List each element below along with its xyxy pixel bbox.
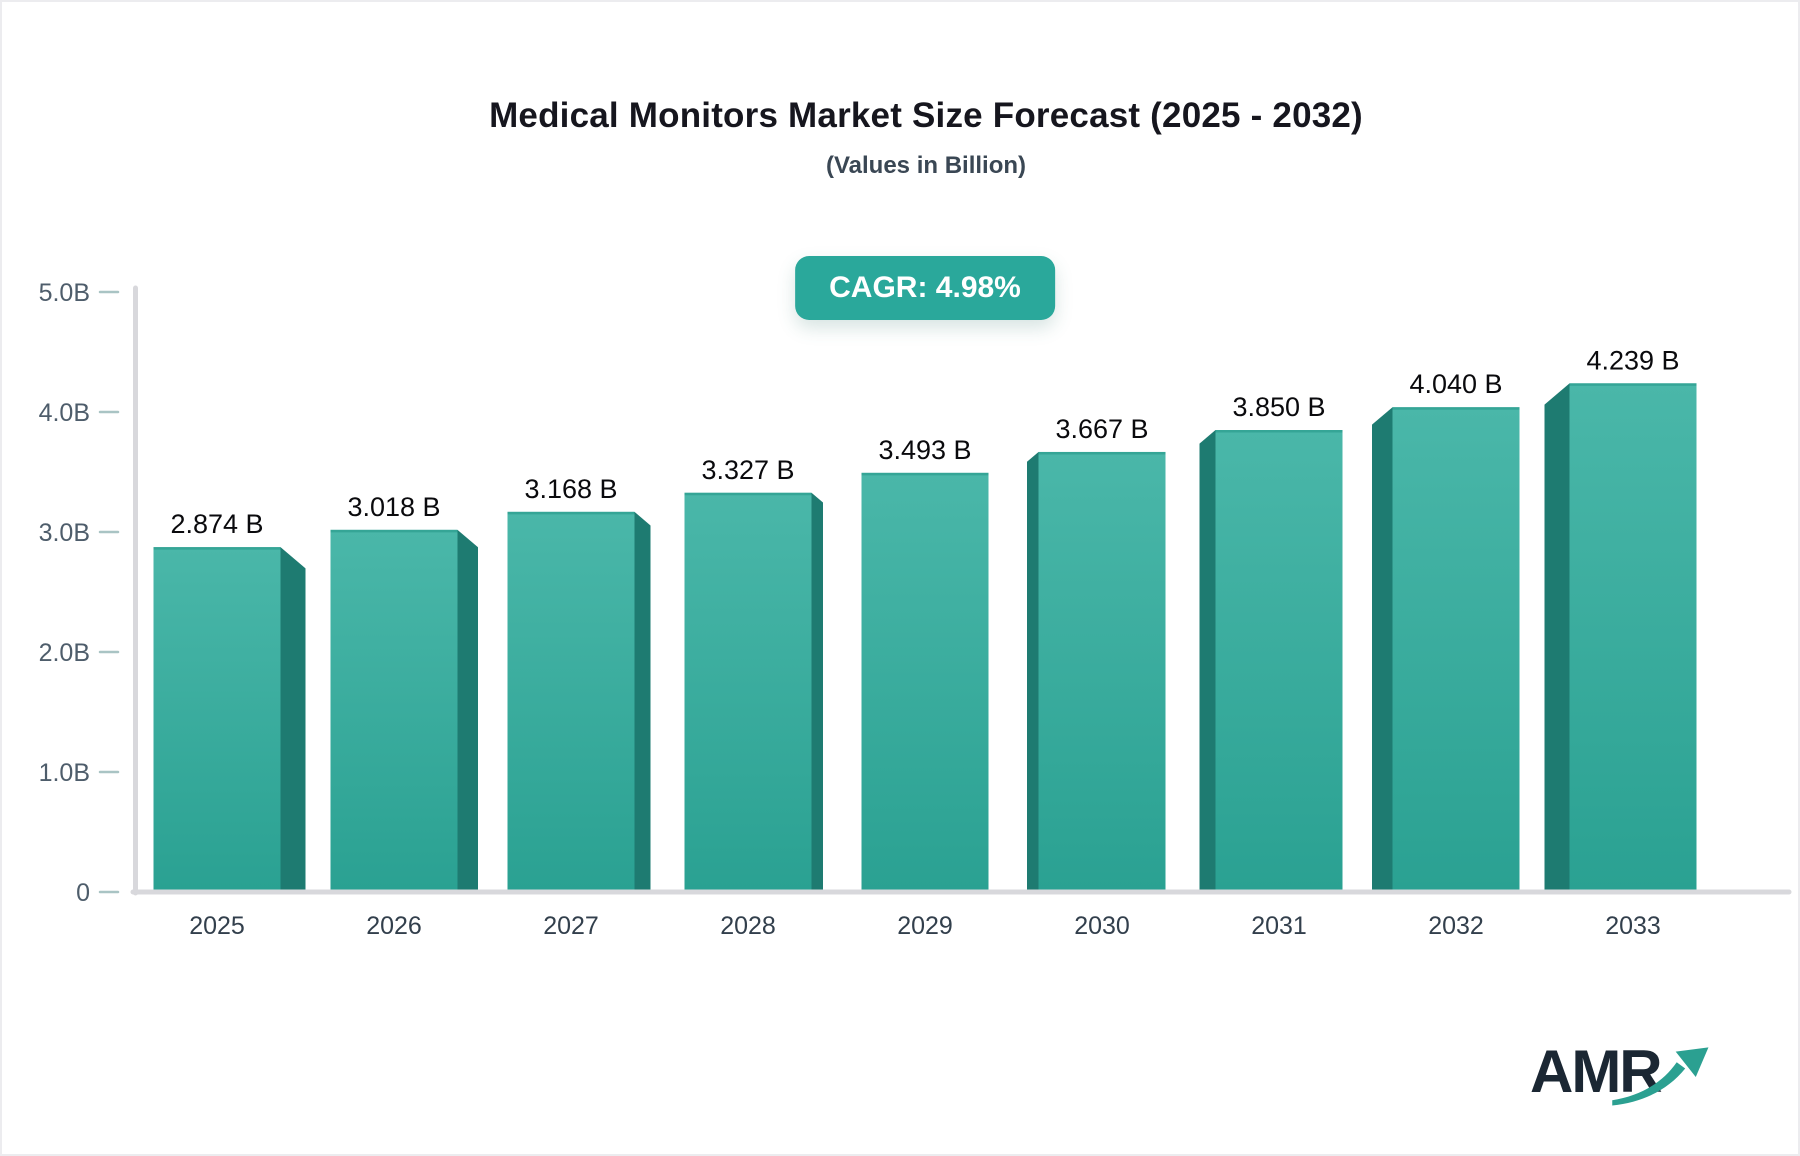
x-tick-label-2033: 2033: [1605, 912, 1661, 940]
bar-side: [280, 547, 306, 892]
bar-face: [1215, 430, 1343, 892]
bar-face: [861, 472, 989, 892]
chart-subtitle: (Values in Billion): [825, 152, 1027, 179]
bar-face: [1392, 407, 1520, 892]
bar-group-2033: 4.239 B 2033: [1544, 345, 1697, 940]
bar-top-edge: [1215, 430, 1343, 433]
x-tick-label-2026: 2026: [366, 912, 422, 940]
bar-group-2028: 3.327 B 2028: [684, 455, 823, 940]
bar-top-edge: [1038, 451, 1166, 455]
bar-side: [1372, 407, 1393, 892]
bar-value-label: 3.018 B: [347, 492, 440, 522]
bar-top-edge: [153, 547, 281, 550]
y-tick-label-4.0B: 4.0B: [39, 399, 90, 427]
chart-header: Medical Monitors Market Size Forecast (2…: [2, 96, 1798, 180]
bar-side: [1544, 383, 1570, 892]
y-tick-label-2.0B: 2.0B: [39, 639, 90, 667]
bar-top-edge: [330, 529, 458, 533]
bar-group-2029: 3.493 B 2029: [861, 435, 989, 940]
bar-value-label: 3.667 B: [1055, 414, 1148, 444]
bar-top-edge: [507, 511, 635, 515]
bar-top-edge: [684, 492, 812, 496]
y-tick-label-0: 0: [76, 879, 90, 907]
x-tick-label-2027: 2027: [543, 912, 599, 940]
y-tick-label-5.0B: 5.0B: [39, 279, 90, 307]
bar-group-2031: 3.850 B 2031: [1199, 392, 1343, 940]
bar-group-2025: 2.874 B 2025: [153, 509, 306, 940]
cagr-badge-label: CAGR: 4.98%: [829, 271, 1021, 304]
bar-group-2030: 3.667 B 2030: [1027, 414, 1166, 940]
bar-top-edge: [1569, 383, 1697, 386]
y-tick-label-3.0B: 3.0B: [39, 519, 90, 547]
y-tick-label-1.0B: 1.0B: [39, 759, 90, 787]
bar-value-label: 2.874 B: [170, 509, 263, 539]
chart-title: Medical Monitors Market Size Forecast (2…: [489, 96, 1363, 135]
bar-value-label: 3.493 B: [878, 435, 971, 465]
bar-side: [1027, 451, 1039, 892]
x-tick-label-2032: 2032: [1428, 912, 1484, 940]
bar-side: [1199, 430, 1216, 892]
bar-face: [153, 547, 281, 892]
x-tick-label-2031: 2031: [1251, 912, 1307, 940]
bar-face: [1038, 451, 1166, 892]
bar-value-label: 3.168 B: [524, 474, 617, 504]
bar-side: [457, 529, 478, 892]
bar-group-2032: 4.040 B 2032: [1372, 369, 1520, 940]
bar-top-edge: [861, 472, 989, 476]
bar-value-label: 3.850 B: [1232, 392, 1325, 422]
bar-group-2026: 3.018 B 2026: [330, 492, 478, 940]
bar-face: [1569, 383, 1697, 892]
x-tick-label-2025: 2025: [189, 912, 245, 940]
x-tick-label-2030: 2030: [1074, 912, 1130, 940]
trend-up-arrow-icon: [1612, 1047, 1709, 1106]
bar-face: [507, 511, 635, 892]
bar-value-label: 3.327 B: [701, 455, 794, 485]
x-tick-label-2029: 2029: [897, 912, 953, 940]
bar-top-edge: [1392, 407, 1520, 410]
bar-group-2027: 3.168 B 2027: [507, 474, 651, 940]
bar-side: [634, 511, 651, 892]
x-tick-label-2028: 2028: [720, 912, 776, 940]
amr-logo: AMR: [1530, 1040, 1740, 1124]
bar-value-label: 4.040 B: [1409, 369, 1502, 399]
bar-face: [684, 492, 812, 892]
bar-face: [330, 529, 458, 892]
cagr-badge: CAGR: 4.98%: [795, 256, 1055, 320]
bar-side: [811, 492, 823, 892]
bar-value-label: 4.239 B: [1586, 345, 1679, 375]
